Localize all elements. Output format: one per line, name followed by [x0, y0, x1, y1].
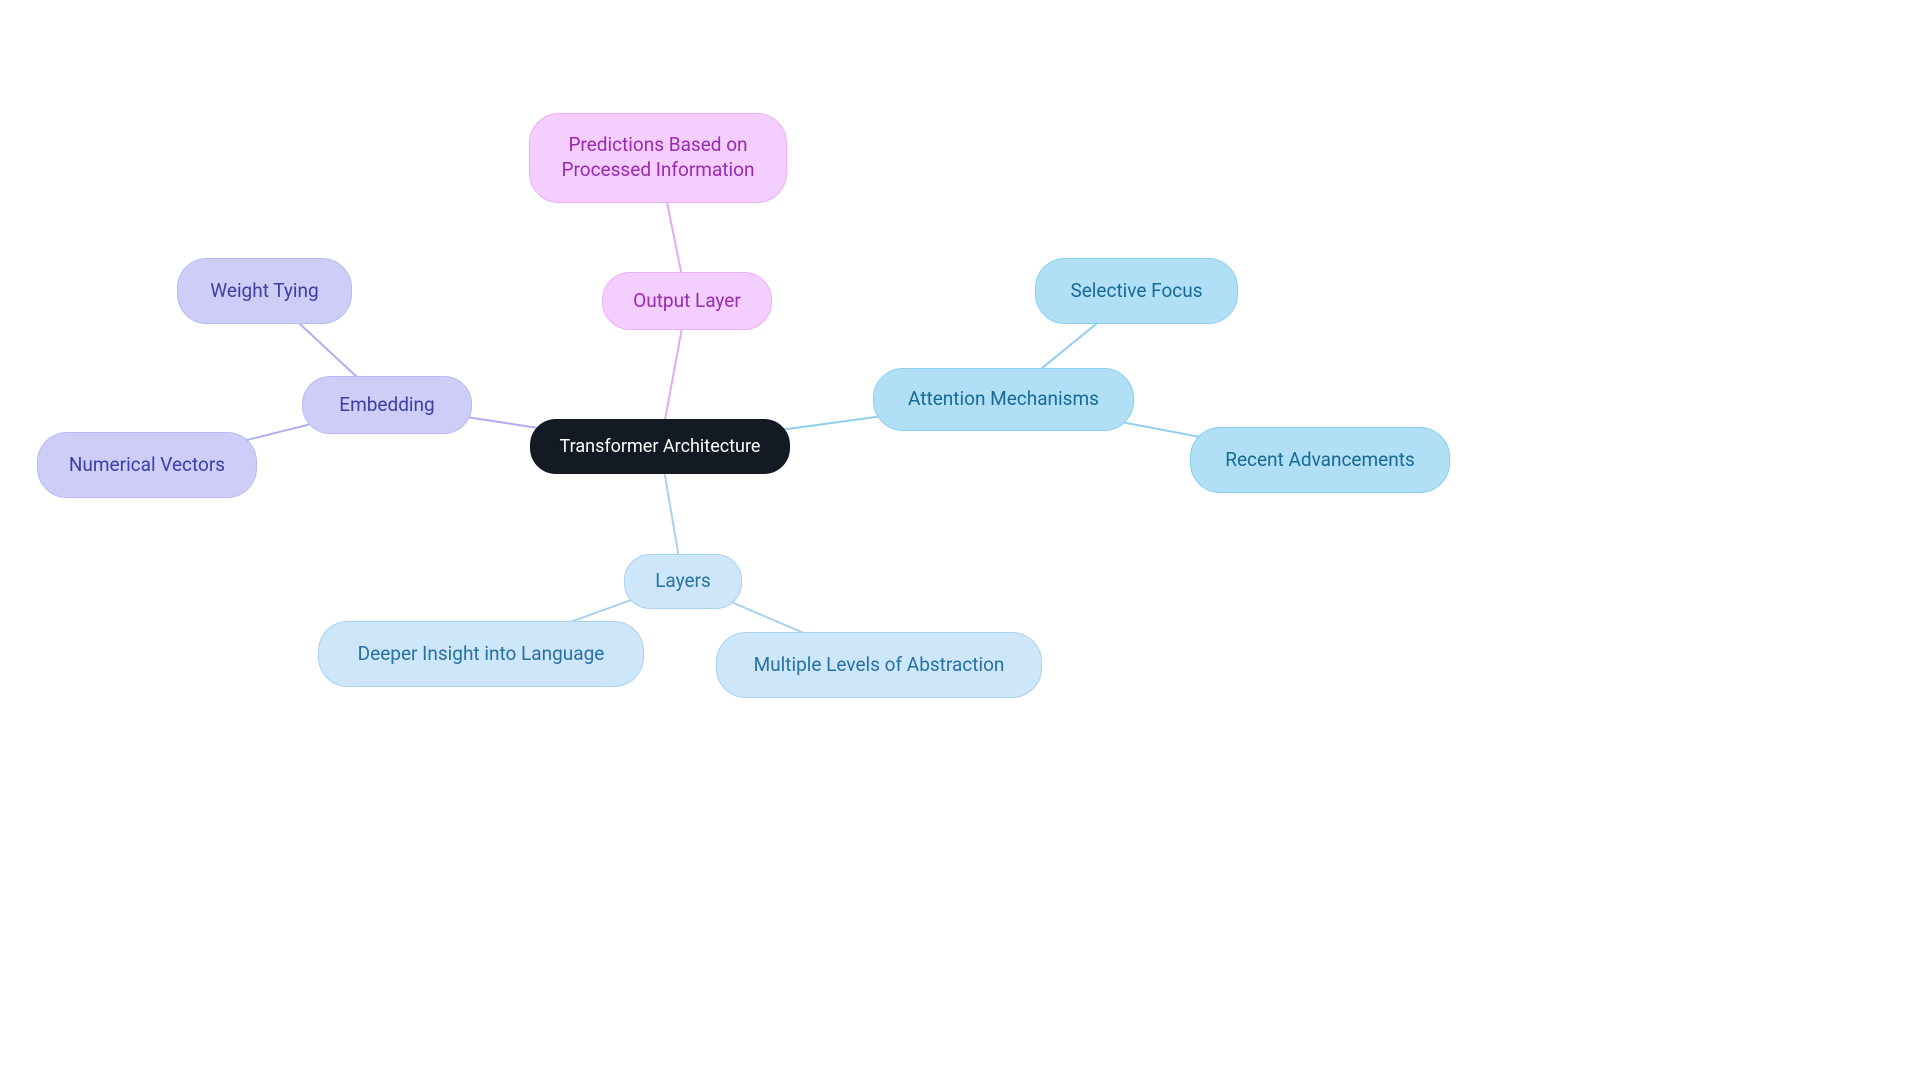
node-label: Weight Tying [210, 279, 318, 304]
node-label: Embedding [339, 393, 434, 418]
node-selective-focus: Selective Focus [1035, 258, 1238, 324]
node-numerical-vectors: Numerical Vectors [37, 432, 257, 498]
node-label: Multiple Levels of Abstraction [754, 653, 1005, 678]
node-label: Predictions Based on Processed Informati… [562, 133, 755, 182]
node-attention: Attention Mechanisms [873, 368, 1134, 431]
node-label: Numerical Vectors [69, 453, 225, 478]
node-recent-adv: Recent Advancements [1190, 427, 1450, 493]
node-abstraction: Multiple Levels of Abstraction [716, 632, 1042, 698]
node-root: Transformer Architecture [530, 419, 790, 474]
node-label: Output Layer [633, 289, 741, 314]
node-deeper-insight: Deeper Insight into Language [318, 621, 644, 687]
node-weight-tying: Weight Tying [177, 258, 352, 324]
node-label: Layers [655, 569, 711, 594]
node-output-layer: Output Layer [602, 272, 772, 330]
node-label: Recent Advancements [1225, 448, 1415, 473]
mindmap-canvas: Transformer Architecture Embedding Weight … [0, 0, 1920, 1083]
node-label: Deeper Insight into Language [358, 642, 605, 667]
node-predictions: Predictions Based on Processed Informati… [529, 113, 787, 203]
node-embedding: Embedding [302, 376, 472, 434]
edges-layer [0, 0, 1920, 1083]
node-label: Selective Focus [1070, 279, 1202, 304]
node-label: Attention Mechanisms [908, 387, 1099, 412]
node-layers: Layers [624, 554, 742, 609]
node-label: Transformer Architecture [560, 435, 761, 458]
